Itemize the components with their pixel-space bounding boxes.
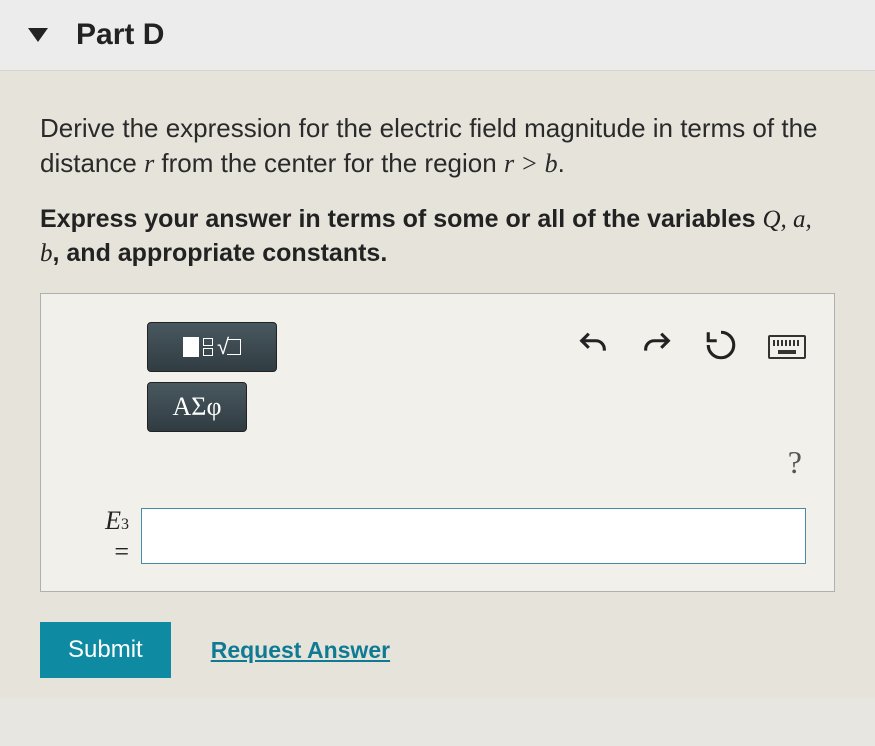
prompt-text-2: from the center for the region [154,148,504,178]
symbols-button[interactable]: ΑΣφ [147,382,247,432]
answer-lhs: E3 = [69,505,129,567]
part-title: Part D [76,18,164,52]
keyboard-button[interactable] [768,335,806,359]
undo-button[interactable] [576,328,610,367]
prompt-text-3: . [558,148,565,178]
request-answer-link[interactable]: Request Answer [211,637,390,664]
toolbar-left-group: √ ΑΣφ [147,322,277,432]
lhs-subscript: 3 [121,516,129,533]
question-prompt: Derive the expression for the electric f… [40,111,835,181]
instruction-text: Express your answer in terms of some or … [40,203,835,271]
templates-button[interactable]: √ [147,322,277,372]
answer-input-row: E3 = [69,505,806,567]
keyboard-icon [768,335,806,359]
template-icon: √ [183,334,241,360]
instruction-pre: Express your answer in terms of some or … [40,205,763,233]
submit-button[interactable]: Submit [40,622,171,678]
lhs-symbol: E [105,506,121,535]
equation-toolbar: √ ΑΣφ [69,322,806,432]
prompt-condition: r > b [504,149,558,178]
symbols-label: ΑΣφ [173,392,222,422]
instruction-post: , and appropriate constants. [53,239,388,267]
part-header[interactable]: Part D [0,0,875,71]
action-row: Submit Request Answer [40,622,835,678]
help-button[interactable]: ? [788,444,802,481]
redo-button[interactable] [640,328,674,367]
answer-box: √ ΑΣφ [40,293,835,592]
collapse-icon[interactable] [28,28,48,42]
lhs-equals: = [114,537,129,566]
page-container: Part D Derive the expression for the ele… [0,0,875,746]
answer-input[interactable] [141,508,806,564]
reset-button[interactable] [704,328,738,367]
content-area: Derive the expression for the electric f… [0,71,875,698]
toolbar-right-group [576,322,806,367]
prompt-var-r: r [144,149,154,178]
